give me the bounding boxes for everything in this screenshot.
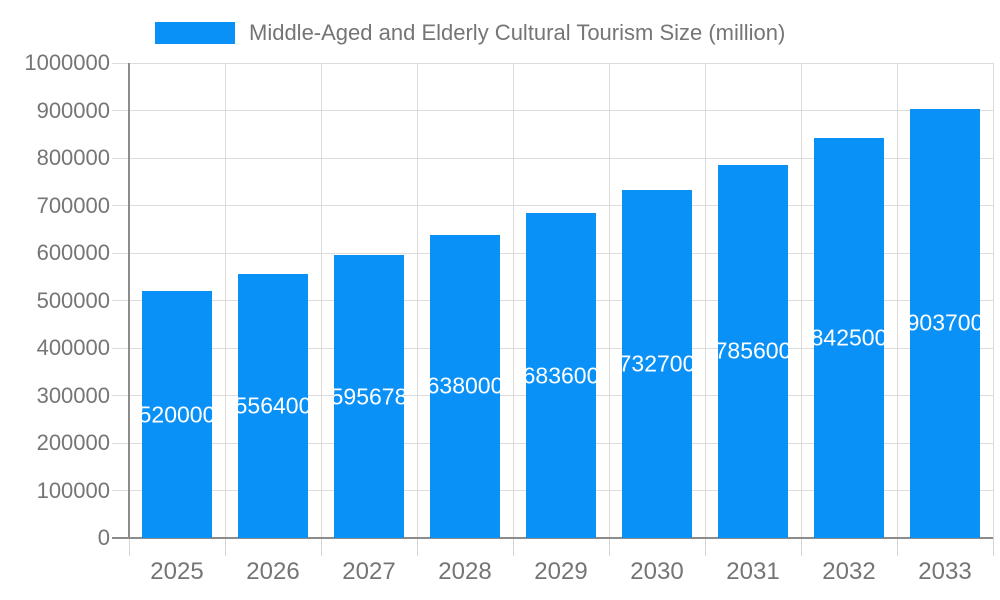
bar: 520000 xyxy=(142,291,212,538)
x-axis-tick xyxy=(129,538,130,556)
x-axis-tick xyxy=(513,538,514,556)
x-axis-tick xyxy=(225,538,226,556)
gridline-vertical xyxy=(993,63,994,538)
y-axis-tick-label: 100000 xyxy=(36,477,110,503)
y-axis-tick-label: 200000 xyxy=(36,430,110,455)
gridline-horizontal xyxy=(112,62,993,64)
bar-value-label: 903700 xyxy=(910,309,980,336)
bar: 842500 xyxy=(814,137,884,538)
x-axis-tick xyxy=(801,538,802,556)
bar: 595678 xyxy=(334,255,404,538)
x-axis-tick xyxy=(705,538,706,556)
legend-swatch xyxy=(155,22,235,44)
gridline-vertical xyxy=(321,63,322,538)
bar: 732700 xyxy=(622,189,692,538)
gridline-vertical xyxy=(225,63,226,538)
y-axis-tick-label: 300000 xyxy=(36,382,110,408)
gridline-horizontal xyxy=(112,110,993,111)
bar-value-label: 638000 xyxy=(430,372,500,399)
gridline-vertical xyxy=(609,63,610,538)
x-axis-category-label: 2026 xyxy=(246,558,300,585)
x-axis-category-label: 2030 xyxy=(630,558,684,585)
x-axis-category-label: 2028 xyxy=(438,558,492,585)
x-axis-tick xyxy=(321,538,322,556)
x-axis-category-label: 2031 xyxy=(726,558,780,585)
gridline-horizontal xyxy=(112,205,993,206)
bar-value-label: 842500 xyxy=(814,324,884,351)
y-axis-tick-label: 700000 xyxy=(36,192,110,218)
y-axis-tick-label: 900000 xyxy=(36,97,110,123)
bar: 556400 xyxy=(238,273,308,538)
y-axis-tick-label: 400000 xyxy=(36,335,110,360)
bar-value-label: 520000 xyxy=(142,401,212,427)
x-axis-category-label: 2029 xyxy=(534,558,588,585)
bar-value-label: 732700 xyxy=(622,350,692,377)
y-axis-line xyxy=(128,63,130,538)
y-axis-tick-label: 0 xyxy=(97,525,110,550)
legend-label: Middle-Aged and Elderly Cultural Tourism… xyxy=(249,20,786,45)
gridline-vertical xyxy=(801,63,802,538)
gridline-vertical xyxy=(705,63,706,538)
bar-value-label: 595678 xyxy=(334,383,404,410)
bar: 903700 xyxy=(910,108,980,538)
bar: 638000 xyxy=(430,234,500,538)
bar-value-label: 556400 xyxy=(238,392,308,419)
bar-value-label: 785600 xyxy=(718,337,788,364)
y-axis-tick-label: 800000 xyxy=(36,145,110,170)
gridline-vertical xyxy=(513,63,514,538)
x-axis-tick xyxy=(897,538,898,556)
bar-value-label: 683600 xyxy=(526,362,596,389)
x-axis-tick xyxy=(417,538,418,556)
y-axis-tick-label: 1000000 xyxy=(24,50,110,75)
y-axis-tick-label: 600000 xyxy=(36,240,110,265)
gridline-vertical xyxy=(897,63,898,538)
x-axis-category-label: 2027 xyxy=(342,558,396,585)
gridline-vertical xyxy=(417,63,418,538)
gridline-horizontal xyxy=(112,157,993,159)
y-axis-tick-label: 500000 xyxy=(36,287,110,313)
legend: Middle-Aged and Elderly Cultural Tourism… xyxy=(155,20,785,46)
bar: 785600 xyxy=(718,164,788,538)
x-axis-category-label: 2032 xyxy=(822,558,876,585)
x-axis-tick xyxy=(609,538,610,556)
x-axis-category-label: 2025 xyxy=(150,558,204,585)
x-axis-line xyxy=(112,537,993,539)
x-axis-tick xyxy=(993,538,994,556)
x-axis-category-label: 2033 xyxy=(918,558,972,585)
bar: 683600 xyxy=(526,213,596,538)
